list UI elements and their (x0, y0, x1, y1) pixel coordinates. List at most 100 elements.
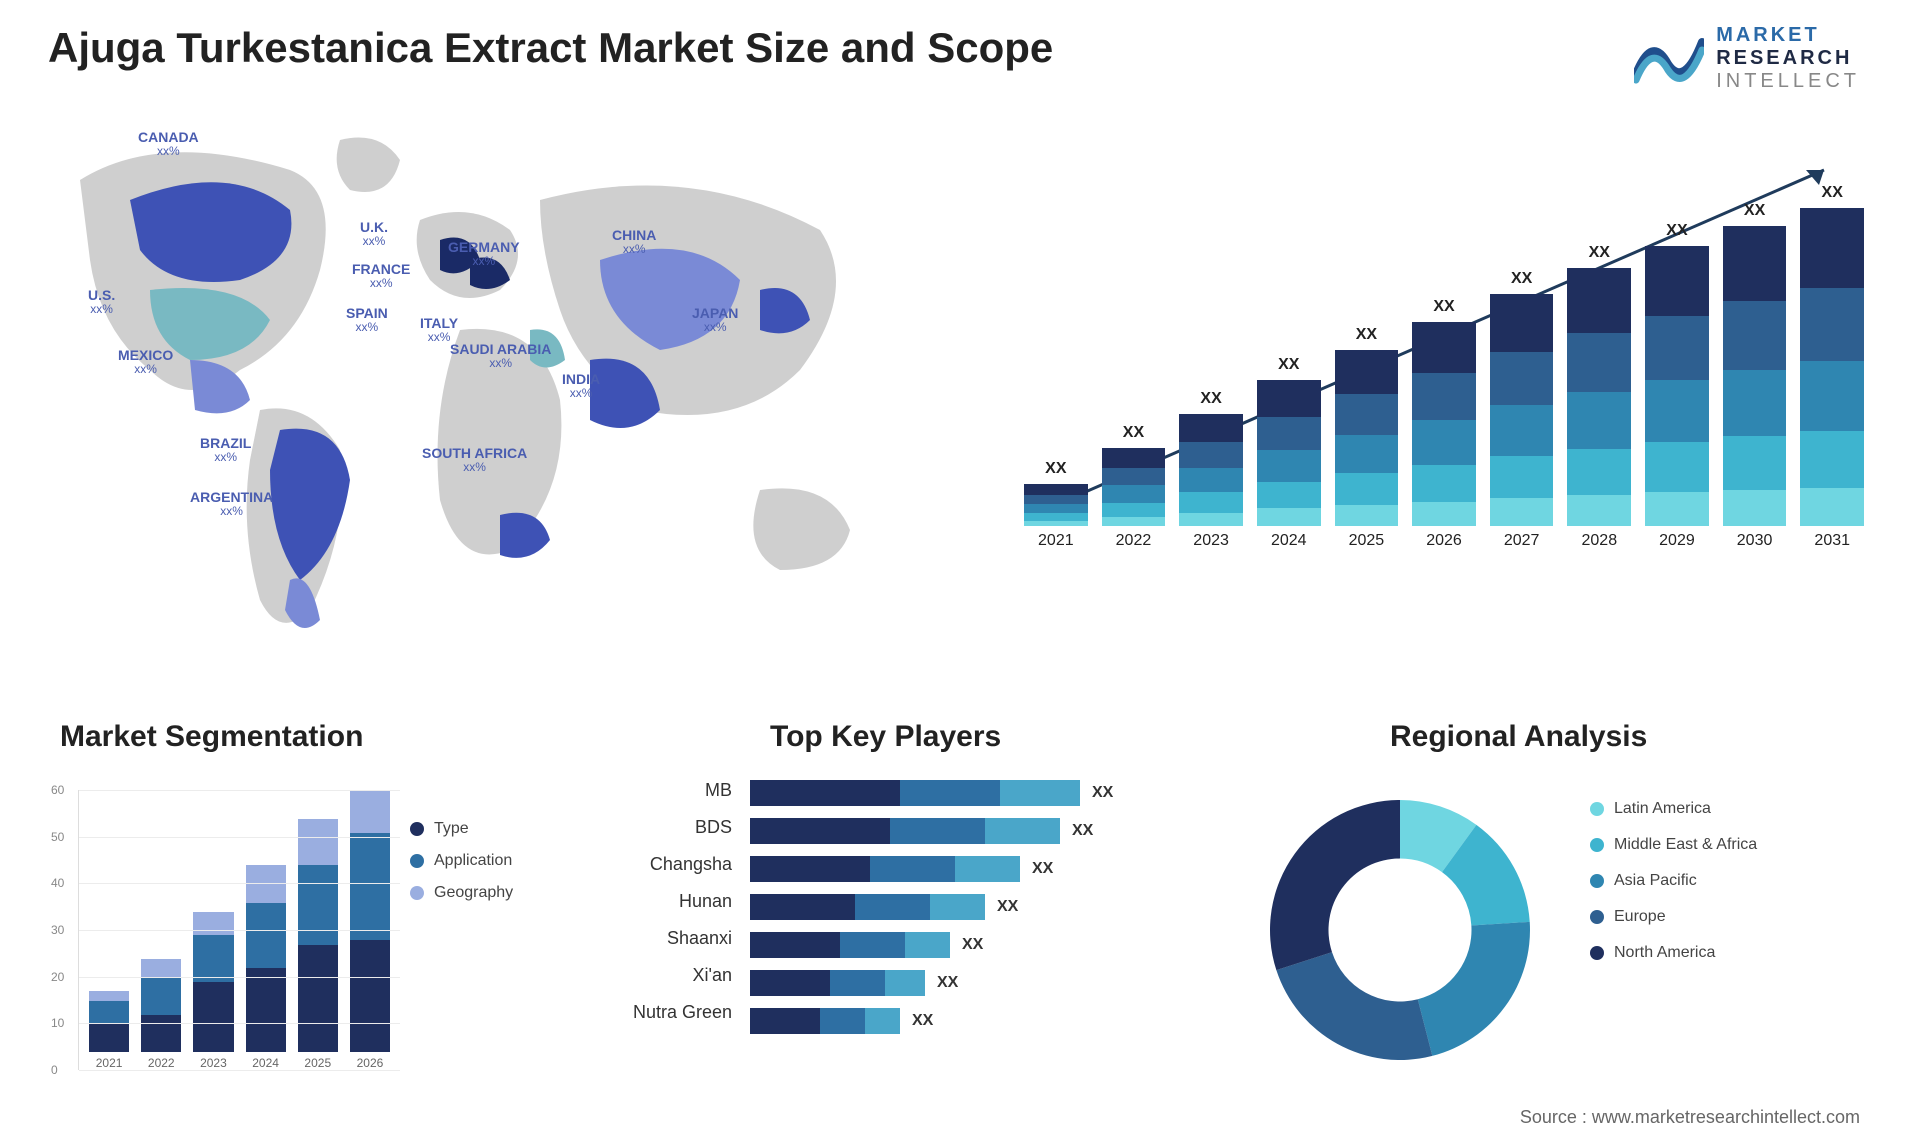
keyplayer-name: BDS (600, 817, 732, 838)
growth-bar-segment (1179, 414, 1243, 442)
keyplayer-bar-segment (1000, 780, 1080, 806)
keyplayer-bar-segment (900, 780, 1000, 806)
growth-bar-segment (1412, 322, 1476, 373)
map-label-value: xx% (190, 505, 273, 518)
keyplayer-bar-segment (905, 932, 950, 958)
segmentation-bar: 2021 (89, 991, 129, 1070)
keyplayer-bar-segment (750, 818, 890, 844)
map-label-name: U.K. (360, 219, 388, 235)
growth-bar-year: 2026 (1426, 532, 1462, 550)
growth-bar-segment (1102, 468, 1166, 486)
growth-bar-year: 2022 (1116, 532, 1152, 550)
growth-bar-segment (1800, 361, 1864, 431)
legend-swatch (1590, 910, 1604, 924)
growth-bar: XX2026 (1412, 298, 1476, 550)
legend-label: Middle East & Africa (1614, 836, 1757, 854)
growth-bar-segment (1800, 208, 1864, 288)
map-label-name: FRANCE (352, 261, 410, 277)
segmentation-ytick: 20 (51, 970, 64, 984)
segmentation-gridline (79, 1070, 400, 1071)
legend-label: Application (434, 852, 512, 870)
segmentation-bar-segment (298, 819, 338, 866)
legend-swatch (1590, 874, 1604, 888)
growth-bar-segment (1800, 288, 1864, 361)
keyplayer-name: Shaanxi (600, 928, 732, 949)
segmentation-bar-year: 2021 (96, 1056, 123, 1070)
map-label-germany: GERMANYxx% (448, 240, 520, 269)
segmentation-bar-segment (246, 903, 286, 968)
growth-bar-segment (1179, 468, 1243, 493)
segmentation-bar-segment (350, 833, 390, 940)
growth-bar-segment (1335, 505, 1399, 526)
segmentation-bar-year: 2022 (148, 1056, 175, 1070)
keyplayer-name: Changsha (600, 854, 732, 875)
map-label-india: INDIAxx% (562, 372, 600, 401)
segmentation-ytick: 50 (51, 830, 64, 844)
growth-bar-segment (1257, 482, 1321, 508)
segmentation-gridline (79, 837, 400, 838)
growth-bar: XX2027 (1490, 270, 1554, 550)
map-label-canada: CANADAxx% (138, 130, 199, 159)
segmentation-bar-segment (89, 1001, 129, 1024)
growth-bar-stack (1800, 208, 1864, 526)
growth-bar-stack (1723, 226, 1787, 526)
segmentation-bar-year: 2024 (252, 1056, 279, 1070)
map-label-name: U.S. (88, 287, 115, 303)
growth-bar-segment (1335, 435, 1399, 474)
donut-segment (1276, 952, 1432, 1060)
keyplayer-bar-segment (930, 894, 985, 920)
segmentation-legend: TypeApplicationGeography (410, 820, 540, 902)
segmentation-bar: 2025 (298, 819, 338, 1070)
segmentation-bar-stack (298, 819, 338, 1052)
brand-logo: MARKET RESEARCH INTELLECT (1634, 24, 1860, 93)
legend-label: Latin America (1614, 800, 1711, 818)
growth-bar-segment (1179, 442, 1243, 468)
segmentation-bar-segment (193, 982, 233, 1052)
keyplayer-bar-segment (750, 780, 900, 806)
map-label-value: xx% (692, 321, 738, 334)
keyplayer-value: XX (1092, 784, 1113, 802)
segmentation-bar-segment (89, 1024, 129, 1052)
map-label-france: FRANCExx% (352, 262, 410, 291)
map-label-value: xx% (346, 321, 388, 334)
growth-bar-segment (1102, 485, 1166, 502)
map-label-value: xx% (562, 387, 600, 400)
growth-bar-segment (1412, 373, 1476, 420)
brand-line3: INTELLECT (1716, 70, 1860, 93)
growth-bar-segment (1567, 333, 1631, 392)
growth-bar-segment (1567, 392, 1631, 449)
map-label-u-s-: U.S.xx% (88, 288, 115, 317)
map-label-name: JAPAN (692, 305, 738, 321)
map-label-value: xx% (200, 451, 251, 464)
keyplayer-name: Nutra Green (600, 1002, 732, 1023)
regional-donut (1250, 780, 1550, 1080)
keyplayer-bar-segment (840, 932, 905, 958)
growth-bar-year: 2028 (1582, 532, 1618, 550)
segmentation-bar-segment (141, 977, 181, 1014)
keyplayer-bar-stack (750, 932, 950, 958)
segmentation-gridline (79, 1023, 400, 1024)
map-label-value: xx% (360, 235, 388, 248)
growth-bar-segment (1800, 431, 1864, 488)
growth-bar-stack (1567, 268, 1631, 526)
segmentation-bar-stack (141, 959, 181, 1052)
segmentation-bar-year: 2023 (200, 1056, 227, 1070)
growth-bar-value: XX (1200, 390, 1221, 408)
growth-bar-segment (1723, 490, 1787, 526)
growth-bar-segment (1645, 246, 1709, 316)
map-label-spain: SPAINxx% (346, 306, 388, 335)
growth-bar-segment (1335, 473, 1399, 505)
map-label-saudi-arabia: SAUDI ARABIAxx% (450, 342, 551, 371)
donut-segment (1270, 800, 1400, 970)
keyplayer-bar-stack (750, 894, 985, 920)
map-label-mexico: MEXICOxx% (118, 348, 173, 377)
segmentation-bar-year: 2025 (304, 1056, 331, 1070)
growth-bar-stack (1102, 448, 1166, 526)
segmentation-ytick: 60 (51, 783, 64, 797)
map-label-name: ITALY (420, 315, 458, 331)
growth-bar-segment (1645, 442, 1709, 492)
keyplayer-bar-stack (750, 1008, 900, 1034)
growth-bar-segment (1024, 495, 1088, 505)
segmentation-gridline (79, 790, 400, 791)
keyplayers-heading: Top Key Players (770, 720, 1001, 754)
